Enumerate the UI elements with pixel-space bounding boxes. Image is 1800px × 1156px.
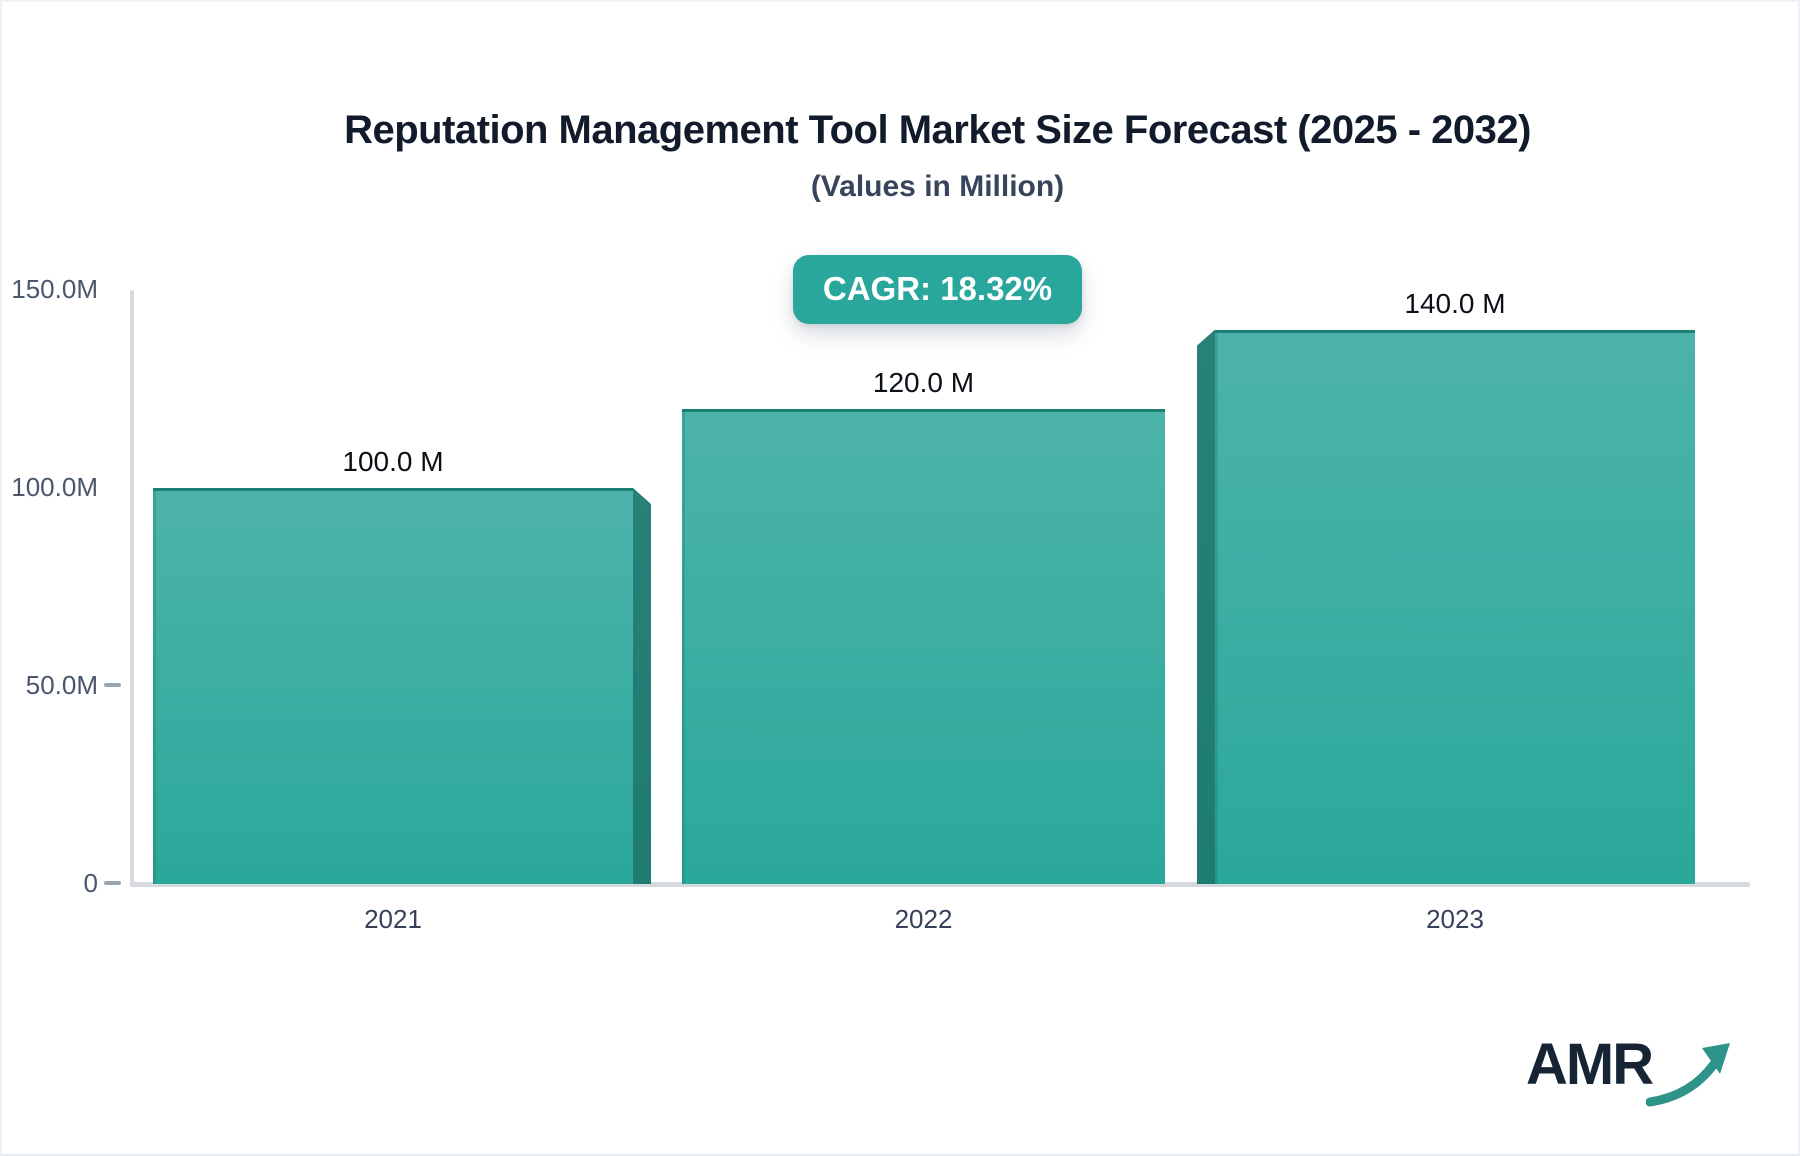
bar-2021 xyxy=(153,488,633,884)
chart-title: Reputation Management Tool Market Size F… xyxy=(344,108,1531,152)
bar-2023-3d-side xyxy=(1197,329,1215,884)
chart-subtitle: (Values in Million) xyxy=(810,170,1065,203)
bar-2021-3d-side xyxy=(633,488,651,884)
trending-up-arrow-icon xyxy=(1646,1043,1731,1107)
amr-logo-text: AMR xyxy=(1526,1032,1654,1097)
amr-logo: AMR xyxy=(1526,1036,1732,1108)
y-axis-line xyxy=(130,290,134,886)
y-axis-label: 0 xyxy=(83,868,98,898)
y-axis-tick xyxy=(104,683,121,687)
x-axis-line xyxy=(130,882,1750,887)
cagr-badge: CAGR: 18.32% xyxy=(792,255,1083,324)
bar-value-label: 140.0 M xyxy=(1404,287,1506,319)
x-axis-label: 2021 xyxy=(364,904,422,934)
bar-2022 xyxy=(682,408,1165,884)
bar-2023 xyxy=(1215,329,1695,884)
y-axis-tick xyxy=(104,881,121,885)
cagr-badge-band: CAGR: 18.32% xyxy=(132,255,1743,324)
y-axis-label: 150.0M xyxy=(11,274,98,304)
bar-value-label: 120.0 M xyxy=(872,366,975,398)
bar-value-label: 100.0 M xyxy=(342,446,444,477)
y-axis-label: 100.0M xyxy=(11,472,98,502)
y-axis-label: 50.0M xyxy=(25,670,98,700)
x-axis-label: 2022 xyxy=(894,904,953,934)
x-axis-label: 2023 xyxy=(1426,904,1484,934)
